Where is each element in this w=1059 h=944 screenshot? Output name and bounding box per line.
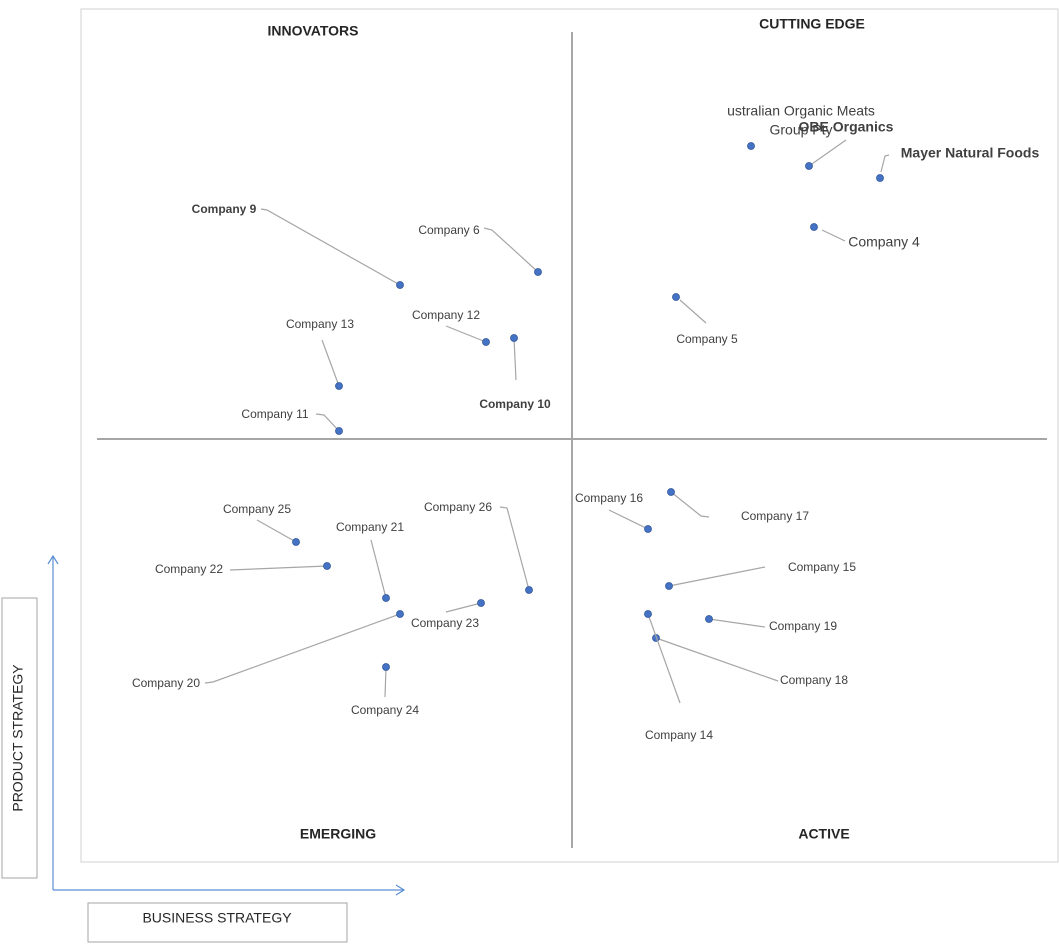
x-axis-label: BUSINESS STRATEGY — [142, 910, 292, 926]
leader-line — [370, 539, 387, 599]
company-label: Company 22 — [155, 562, 223, 576]
company-dot — [396, 610, 404, 618]
leader-line — [608, 509, 649, 530]
leader-line — [384, 666, 387, 698]
company-dot — [667, 488, 675, 496]
x-label-box — [87, 902, 348, 943]
company-label: Company 9 — [192, 202, 257, 216]
company-dot — [323, 562, 331, 570]
company-label: OBE Organics — [799, 119, 894, 135]
leader-line — [483, 227, 539, 273]
company-label: ustralian Organic Meats — [727, 103, 875, 119]
company-dot — [382, 663, 390, 671]
leader-line — [321, 339, 340, 387]
company-label: Company 6 — [418, 223, 480, 237]
leader-line — [445, 325, 487, 343]
quadrant-label: INNOVATORS — [267, 23, 358, 39]
quadrant-label: EMERGING — [300, 826, 376, 842]
company-dot — [482, 338, 490, 346]
leader-line — [808, 139, 847, 167]
company-dot — [805, 162, 813, 170]
leader-line — [229, 565, 328, 571]
company-dot — [705, 615, 713, 623]
frame — [80, 8, 1059, 863]
company-label: Company 23 — [411, 616, 479, 630]
company-dot — [382, 594, 390, 602]
leader-line — [880, 154, 890, 173]
company-label: Company 18 — [780, 673, 848, 687]
company-label: Company 20 — [132, 676, 200, 690]
company-dot — [477, 599, 485, 607]
leader-line — [668, 566, 766, 587]
company-dot — [335, 427, 343, 435]
leader-line — [499, 506, 530, 591]
leader-line — [821, 229, 846, 242]
company-label: Company 11 — [241, 407, 308, 421]
leader-line — [679, 299, 707, 324]
company-dot — [672, 293, 680, 301]
leader-line — [445, 602, 482, 613]
leader-line — [670, 491, 710, 518]
leader-line — [513, 337, 517, 381]
quadrant-label: CUTTING EDGE — [759, 16, 865, 32]
company-dot — [876, 174, 884, 182]
company-dot — [644, 525, 652, 533]
y-label-box — [1, 597, 38, 879]
company-label: Company 15 — [788, 560, 856, 574]
company-dot — [644, 610, 652, 618]
company-label: Mayer Natural Foods — [901, 145, 1040, 161]
leader-line — [256, 519, 297, 543]
company-dot — [292, 538, 300, 546]
company-label: Company 26 — [424, 500, 492, 514]
company-label: Company 16 — [575, 491, 643, 505]
leader-line — [260, 208, 401, 286]
company-label: Company 21 — [336, 520, 404, 534]
company-label: Company 19 — [769, 619, 837, 633]
company-label: Company 14 — [645, 728, 713, 742]
company-dot — [396, 281, 404, 289]
company-label: Company 17 — [741, 509, 809, 523]
company-label: Company 10 — [479, 397, 551, 411]
leader-line — [647, 613, 681, 704]
company-dot — [510, 334, 518, 342]
company-dot — [525, 586, 533, 594]
company-label: Company 12 — [412, 308, 480, 322]
company-dot — [665, 582, 673, 590]
company-label: Company 13 — [286, 317, 354, 331]
y-axis-label: PRODUCT STRATEGY — [10, 664, 26, 812]
company-label: Company 5 — [676, 332, 738, 346]
axis-arrows — [47, 554, 406, 896]
company-label: Company 24 — [351, 703, 419, 717]
company-dot — [534, 268, 542, 276]
company-label: Company 4 — [848, 234, 920, 250]
company-dot — [335, 382, 343, 390]
leader-line — [708, 618, 766, 628]
leader-line — [204, 613, 401, 684]
quadrant-label: ACTIVE — [798, 826, 849, 842]
leader-line — [315, 413, 340, 432]
company-label: Company 25 — [223, 502, 291, 516]
leader-line — [655, 637, 779, 682]
company-dot — [747, 142, 755, 150]
company-label: Group Pty — [769, 122, 832, 138]
company-dot — [810, 223, 818, 231]
